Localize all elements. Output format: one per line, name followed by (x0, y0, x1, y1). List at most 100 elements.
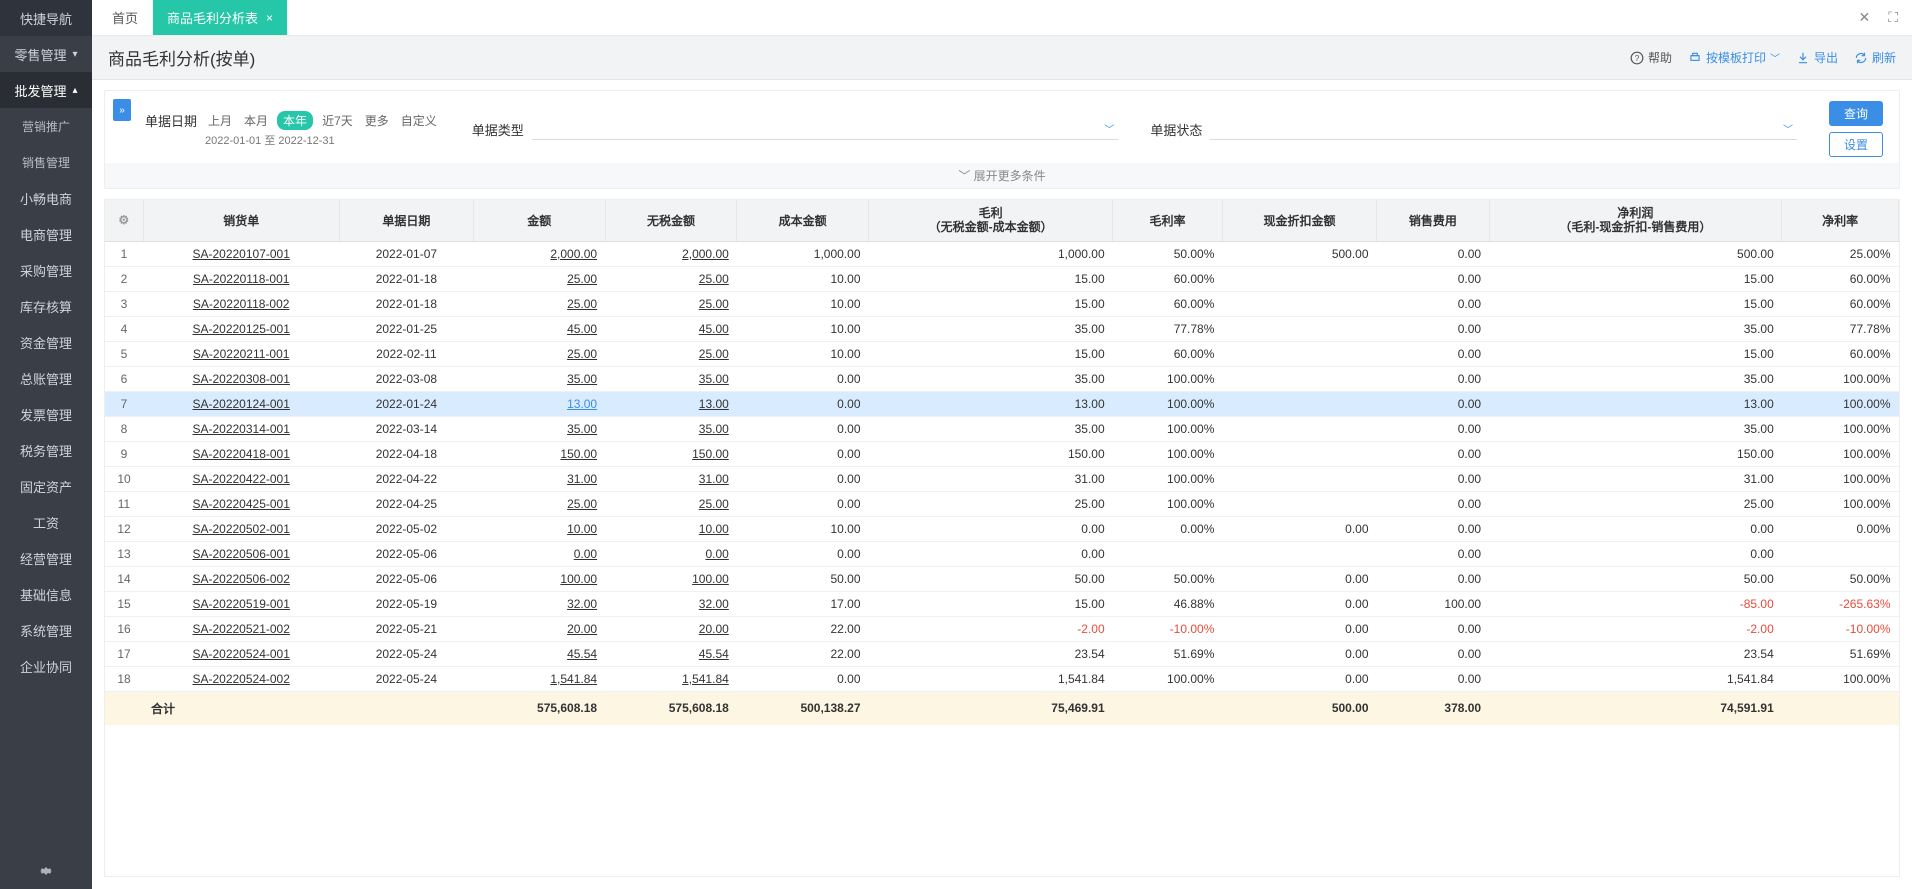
order-link[interactable]: SA-20220524-002 (192, 672, 289, 686)
column-settings-icon[interactable]: ⚙ (105, 200, 143, 241)
column-header[interactable]: 毛利（无税金额-成本金额） (869, 200, 1113, 241)
column-header[interactable]: 成本金额 (737, 200, 869, 241)
column-header[interactable]: 毛利率 (1113, 200, 1223, 241)
print-template-button[interactable]: 按模板打印 ﹀ (1688, 49, 1780, 66)
amount-link[interactable]: 0.00 (574, 547, 597, 561)
sidebar-item[interactable]: 系统管理 (0, 612, 92, 648)
amount-nt-link[interactable]: 100.00 (692, 572, 729, 586)
sidebar-item[interactable]: 快捷导航 (0, 0, 92, 36)
order-link[interactable]: SA-20220502-001 (192, 522, 289, 536)
date-range-tab[interactable]: 更多 (362, 111, 392, 130)
date-range-tab[interactable]: 自定义 (398, 111, 440, 130)
amount-link[interactable]: 25.00 (567, 272, 597, 286)
amount-nt-link[interactable]: 25.00 (699, 497, 729, 511)
query-button[interactable]: 查询 (1829, 101, 1883, 126)
amount-nt-link[interactable]: 45.54 (699, 647, 729, 661)
order-link[interactable]: SA-20220506-001 (192, 547, 289, 561)
sidebar-item[interactable]: 税务管理 (0, 432, 92, 468)
amount-link[interactable]: 35.00 (567, 372, 597, 386)
order-link[interactable]: SA-20220107-001 (192, 247, 289, 261)
order-link[interactable]: SA-20220125-001 (192, 322, 289, 336)
sidebar-item[interactable]: 经营管理 (0, 540, 92, 576)
amount-nt-link[interactable]: 25.00 (699, 297, 729, 311)
sidebar-item[interactable]: 发票管理 (0, 396, 92, 432)
amount-link[interactable]: 100.00 (560, 572, 597, 586)
amount-link[interactable]: 20.00 (567, 622, 597, 636)
amount-nt-link[interactable]: 35.00 (699, 422, 729, 436)
amount-link[interactable]: 32.00 (567, 597, 597, 611)
amount-link[interactable]: 25.00 (567, 297, 597, 311)
amount-link[interactable]: 1,541.84 (550, 672, 597, 686)
column-header[interactable]: 金额 (473, 200, 605, 241)
column-header[interactable]: 销货单 (143, 200, 339, 241)
amount-link[interactable]: 45.54 (567, 647, 597, 661)
date-range-tab[interactable]: 近7天 (319, 111, 356, 130)
doc-status-select[interactable]: ﹀ (1210, 118, 1797, 140)
tab[interactable]: 商品毛利分析表× (153, 0, 288, 35)
amount-nt-link[interactable]: 2,000.00 (682, 247, 729, 261)
order-link[interactable]: SA-20220308-001 (192, 372, 289, 386)
sidebar-item[interactable]: 电商管理 (0, 216, 92, 252)
column-header[interactable]: 单据日期 (339, 200, 473, 241)
amount-nt-link[interactable]: 45.00 (699, 322, 729, 336)
sidebar-item[interactable]: 零售管理▾ (0, 36, 92, 72)
amount-link[interactable]: 31.00 (567, 472, 597, 486)
amount-link[interactable]: 25.00 (567, 347, 597, 361)
tab-close-all-icon[interactable]: ✕ (1854, 7, 1874, 28)
amount-nt-link[interactable]: 31.00 (699, 472, 729, 486)
amount-link[interactable]: 25.00 (567, 497, 597, 511)
filter-collapse-toggle[interactable]: » (113, 99, 131, 121)
expand-filters-button[interactable]: ﹀ 展开更多条件 (105, 163, 1899, 188)
amount-link[interactable]: 35.00 (567, 422, 597, 436)
date-range-tab[interactable]: 本月 (241, 111, 271, 130)
amount-link[interactable]: 2,000.00 (550, 247, 597, 261)
amount-link[interactable]: 13.00 (567, 397, 597, 411)
order-link[interactable]: SA-20220314-001 (192, 422, 289, 436)
sidebar-item[interactable]: 基础信息 (0, 576, 92, 612)
amount-nt-link[interactable]: 32.00 (699, 597, 729, 611)
amount-nt-link[interactable]: 10.00 (699, 522, 729, 536)
amount-nt-link[interactable]: 25.00 (699, 347, 729, 361)
column-header[interactable]: 销售费用 (1377, 200, 1490, 241)
order-link[interactable]: SA-20220211-001 (193, 347, 290, 361)
close-icon[interactable]: × (266, 11, 273, 25)
sidebar-item[interactable]: 资金管理 (0, 324, 92, 360)
amount-link[interactable]: 10.00 (567, 522, 597, 536)
sidebar-item[interactable]: 固定资产 (0, 468, 92, 504)
amount-link[interactable]: 45.00 (567, 322, 597, 336)
order-link[interactable]: SA-20220118-002 (193, 297, 290, 311)
column-header[interactable]: 净利率 (1782, 200, 1899, 241)
amount-nt-link[interactable]: 150.00 (692, 447, 729, 461)
order-link[interactable]: SA-20220524-001 (192, 647, 289, 661)
sidebar-item[interactable]: 小畅电商 (0, 180, 92, 216)
order-link[interactable]: SA-20220521-002 (192, 622, 289, 636)
refresh-button[interactable]: 刷新 (1854, 49, 1896, 66)
sidebar-item[interactable]: 批发管理▴ (0, 72, 92, 108)
order-link[interactable]: SA-20220118-001 (193, 272, 290, 286)
sidebar-settings[interactable] (0, 853, 92, 889)
order-link[interactable]: SA-20220425-001 (192, 497, 289, 511)
column-header[interactable]: 无税金额 (605, 200, 737, 241)
column-header[interactable]: 净利润（毛利-现金折扣-销售费用） (1489, 200, 1782, 241)
sidebar-item[interactable]: 库存核算 (0, 288, 92, 324)
date-range-tab[interactable]: 上月 (205, 111, 235, 130)
sidebar-item[interactable]: 企业协同 (0, 648, 92, 684)
date-range-tab[interactable]: 本年 (277, 111, 313, 130)
order-link[interactable]: SA-20220519-001 (192, 597, 289, 611)
sidebar-item[interactable]: 销售管理 (0, 144, 92, 180)
sidebar-item[interactable]: 总账管理 (0, 360, 92, 396)
amount-link[interactable]: 150.00 (560, 447, 597, 461)
order-link[interactable]: SA-20220124-001 (192, 397, 289, 411)
sidebar-item[interactable]: 采购管理 (0, 252, 92, 288)
amount-nt-link[interactable]: 25.00 (699, 272, 729, 286)
order-link[interactable]: SA-20220506-002 (192, 572, 289, 586)
settings-button[interactable]: 设置 (1829, 132, 1883, 157)
amount-nt-link[interactable]: 0.00 (705, 547, 728, 561)
sidebar-item[interactable]: 营销推广 (0, 108, 92, 144)
help-link[interactable]: ? 帮助 (1630, 49, 1672, 66)
fullscreen-icon[interactable]: ⛶ (1884, 7, 1902, 28)
amount-nt-link[interactable]: 13.00 (699, 397, 729, 411)
amount-nt-link[interactable]: 20.00 (699, 622, 729, 636)
order-link[interactable]: SA-20220422-001 (192, 472, 289, 486)
doc-type-select[interactable]: ﹀ (532, 118, 1119, 140)
